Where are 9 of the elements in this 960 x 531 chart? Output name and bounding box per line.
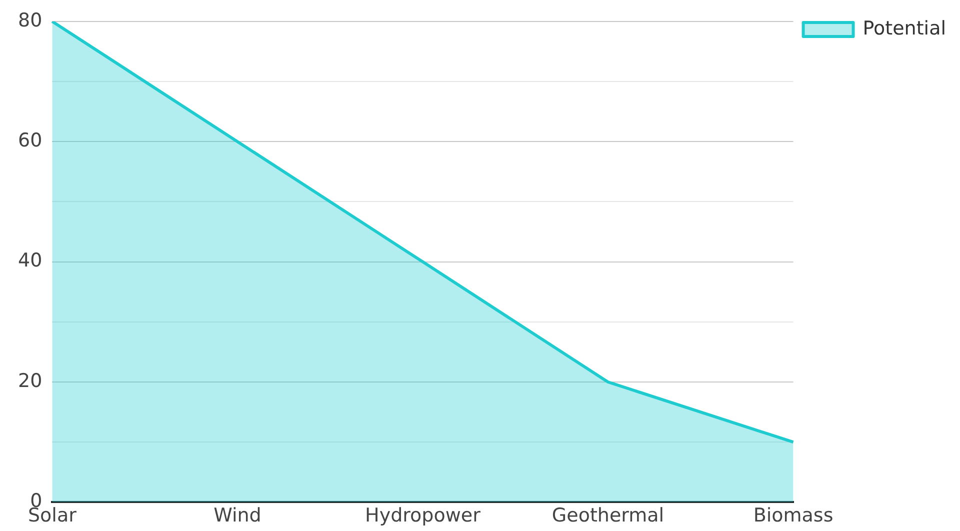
- legend-label: Potential: [862, 17, 946, 40]
- y-tick-label: 80: [18, 9, 42, 32]
- y-tick-label: 20: [18, 370, 42, 392]
- y-tick-label: 40: [18, 250, 42, 272]
- x-tick-label: Geothermal: [552, 504, 664, 527]
- x-tick-label: Wind: [214, 504, 262, 527]
- x-tick-label: Biomass: [753, 504, 834, 527]
- x-tick-label: Hydropower: [365, 504, 481, 527]
- y-tick-label: 60: [18, 130, 42, 152]
